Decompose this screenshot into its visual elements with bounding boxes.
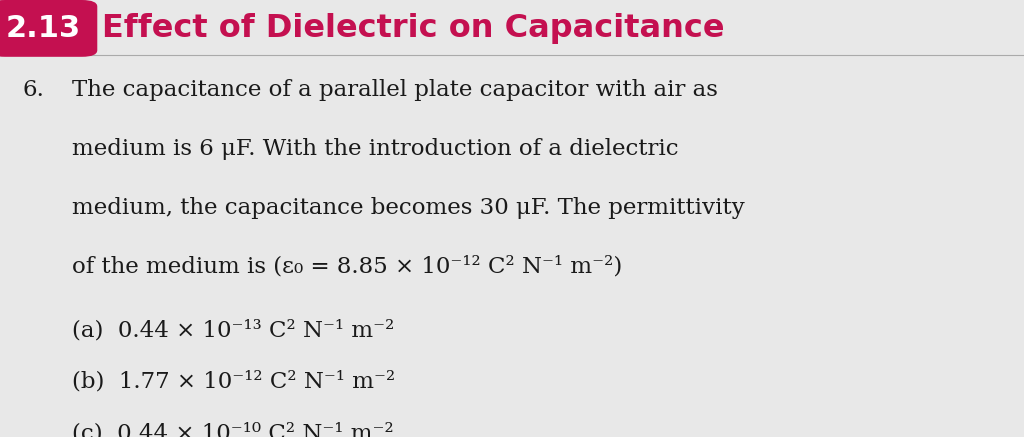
Text: medium is 6 μF. With the introduction of a dielectric: medium is 6 μF. With the introduction of… bbox=[72, 138, 678, 160]
Text: 2.13: 2.13 bbox=[5, 14, 81, 43]
Text: 6.: 6. bbox=[23, 79, 44, 101]
Text: medium, the capacitance becomes 30 μF. The permittivity: medium, the capacitance becomes 30 μF. T… bbox=[72, 197, 744, 218]
Text: Effect of Dielectric on Capacitance: Effect of Dielectric on Capacitance bbox=[102, 13, 725, 44]
Text: (c)  0.44 × 10⁻¹⁰ C² N⁻¹ m⁻²: (c) 0.44 × 10⁻¹⁰ C² N⁻¹ m⁻² bbox=[72, 422, 393, 437]
Text: The capacitance of a parallel plate capacitor with air as: The capacitance of a parallel plate capa… bbox=[72, 79, 718, 101]
Text: (b)  1.77 × 10⁻¹² C² N⁻¹ m⁻²: (b) 1.77 × 10⁻¹² C² N⁻¹ m⁻² bbox=[72, 371, 395, 392]
FancyBboxPatch shape bbox=[0, 0, 97, 57]
Text: (a)  0.44 × 10⁻¹³ C² N⁻¹ m⁻²: (a) 0.44 × 10⁻¹³ C² N⁻¹ m⁻² bbox=[72, 319, 394, 341]
Text: of the medium is (ε₀ = 8.85 × 10⁻¹² C² N⁻¹ m⁻²): of the medium is (ε₀ = 8.85 × 10⁻¹² C² N… bbox=[72, 256, 622, 277]
